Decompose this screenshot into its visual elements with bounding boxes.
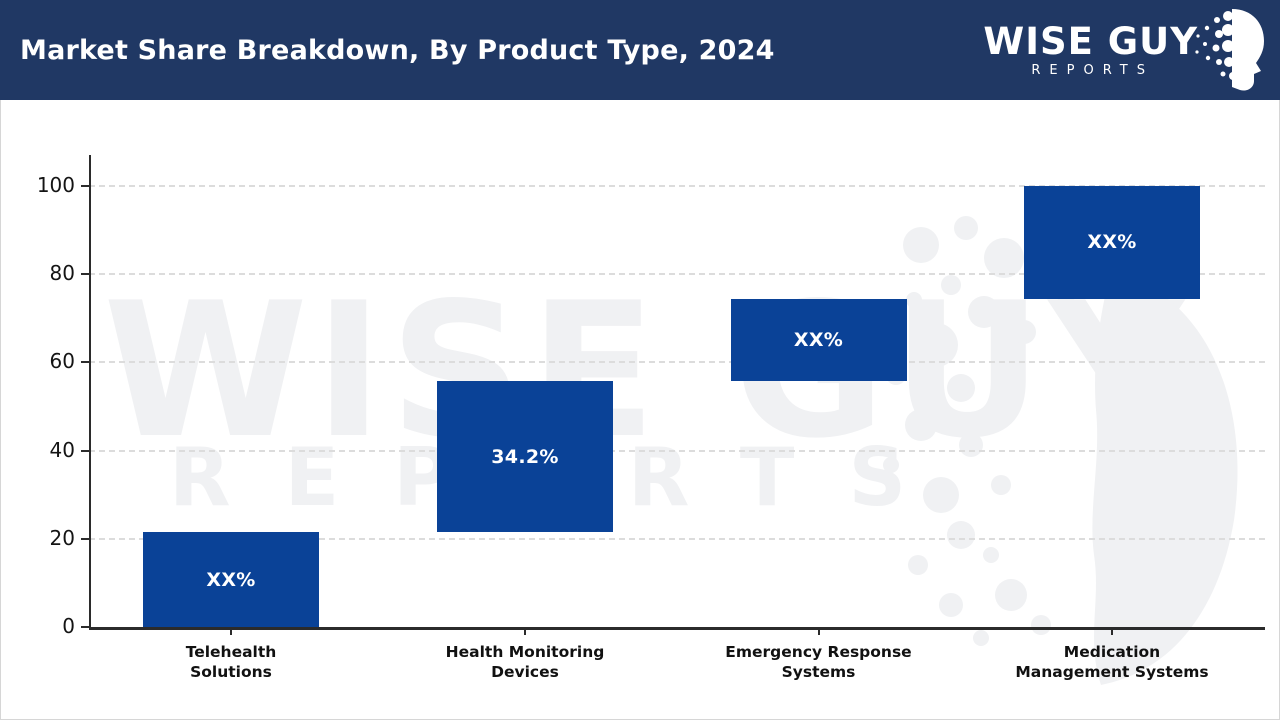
- y-gridline: [89, 185, 1265, 187]
- bar-value-label: XX%: [1087, 231, 1137, 254]
- y-gridline: [89, 361, 1265, 364]
- y-tick-mark: [81, 361, 89, 364]
- bar-value-label: 34.2%: [491, 445, 559, 468]
- y-tick-label: 60: [49, 349, 75, 374]
- y-gridline: [89, 449, 1265, 452]
- y-axis-line: [89, 155, 91, 629]
- x-category-label-line: Medication: [1063, 643, 1161, 661]
- y-tick-mark: [81, 537, 89, 540]
- bar: 34.2%: [437, 381, 613, 533]
- logo-wordmark-line1: WISE GUY: [983, 19, 1198, 63]
- y-gridline: [89, 537, 1265, 540]
- bar: XX%: [143, 532, 319, 627]
- x-category-label-line: Management Systems: [1015, 663, 1209, 682]
- x-tick-mark: [230, 630, 232, 635]
- y-tick-mark: [81, 185, 89, 187]
- y-tick-mark: [81, 273, 89, 276]
- y-tick-label: 80: [49, 261, 75, 286]
- bar: XX%: [1024, 186, 1200, 299]
- x-tick-mark: [1111, 630, 1113, 635]
- y-tick-label: 0: [62, 614, 75, 638]
- bar-value-label: XX%: [793, 329, 844, 352]
- x-category-label-line: Systems: [781, 663, 856, 682]
- x-category-label: Emergency Response Systems: [659, 642, 979, 683]
- x-category-label-line: Devices: [491, 663, 559, 682]
- x-category-label-line: Health Monitoring: [445, 643, 605, 661]
- background-watermark-face-icon: [883, 214, 1238, 685]
- x-category-label-line: Emergency Response: [725, 643, 912, 661]
- bar: XX%: [730, 298, 907, 382]
- x-category-label: Medication Management Systems: [952, 642, 1272, 683]
- y-tick-label: 100: [36, 173, 75, 197]
- x-category-label: Telehealth Solutions: [71, 642, 391, 683]
- y-tick-mark: [81, 449, 89, 452]
- x-tick-mark: [817, 630, 820, 635]
- plot-area: 0 20 40 60 80 100 XX% Telehealth Solutions 34.2% H…: [1, 100, 1279, 719]
- y-tick-label: 20: [49, 525, 75, 550]
- y-tick-label: 40: [49, 437, 75, 462]
- logo-wordmark-line2: REPORTS: [1031, 62, 1154, 78]
- x-tick-mark: [524, 630, 526, 635]
- logo-wordmark: WISE GUY REPORTS: [983, 23, 1198, 78]
- x-category-label: Health Monitoring Devices: [365, 642, 685, 683]
- header-band: Market Share Breakdown, By Product Type,…: [0, 0, 1280, 100]
- bar-value-label: XX%: [206, 568, 256, 591]
- y-gridline: [89, 273, 1265, 276]
- plot-background: WISE GUY REPORTS 020406080100XX%Teleheal…: [0, 100, 1280, 720]
- x-category-label-line: Telehealth: [185, 643, 277, 661]
- chart-title: Market Share Breakdown, By Product Type,…: [20, 34, 775, 66]
- x-category-label-line: Solutions: [190, 663, 272, 682]
- wise-guy-reports-logo: WISE GUY REPORTS: [983, 6, 1280, 94]
- x-axis-line: [89, 627, 1265, 630]
- dotted-face-logo-icon: [1195, 9, 1264, 91]
- y-tick-mark: [81, 626, 89, 628]
